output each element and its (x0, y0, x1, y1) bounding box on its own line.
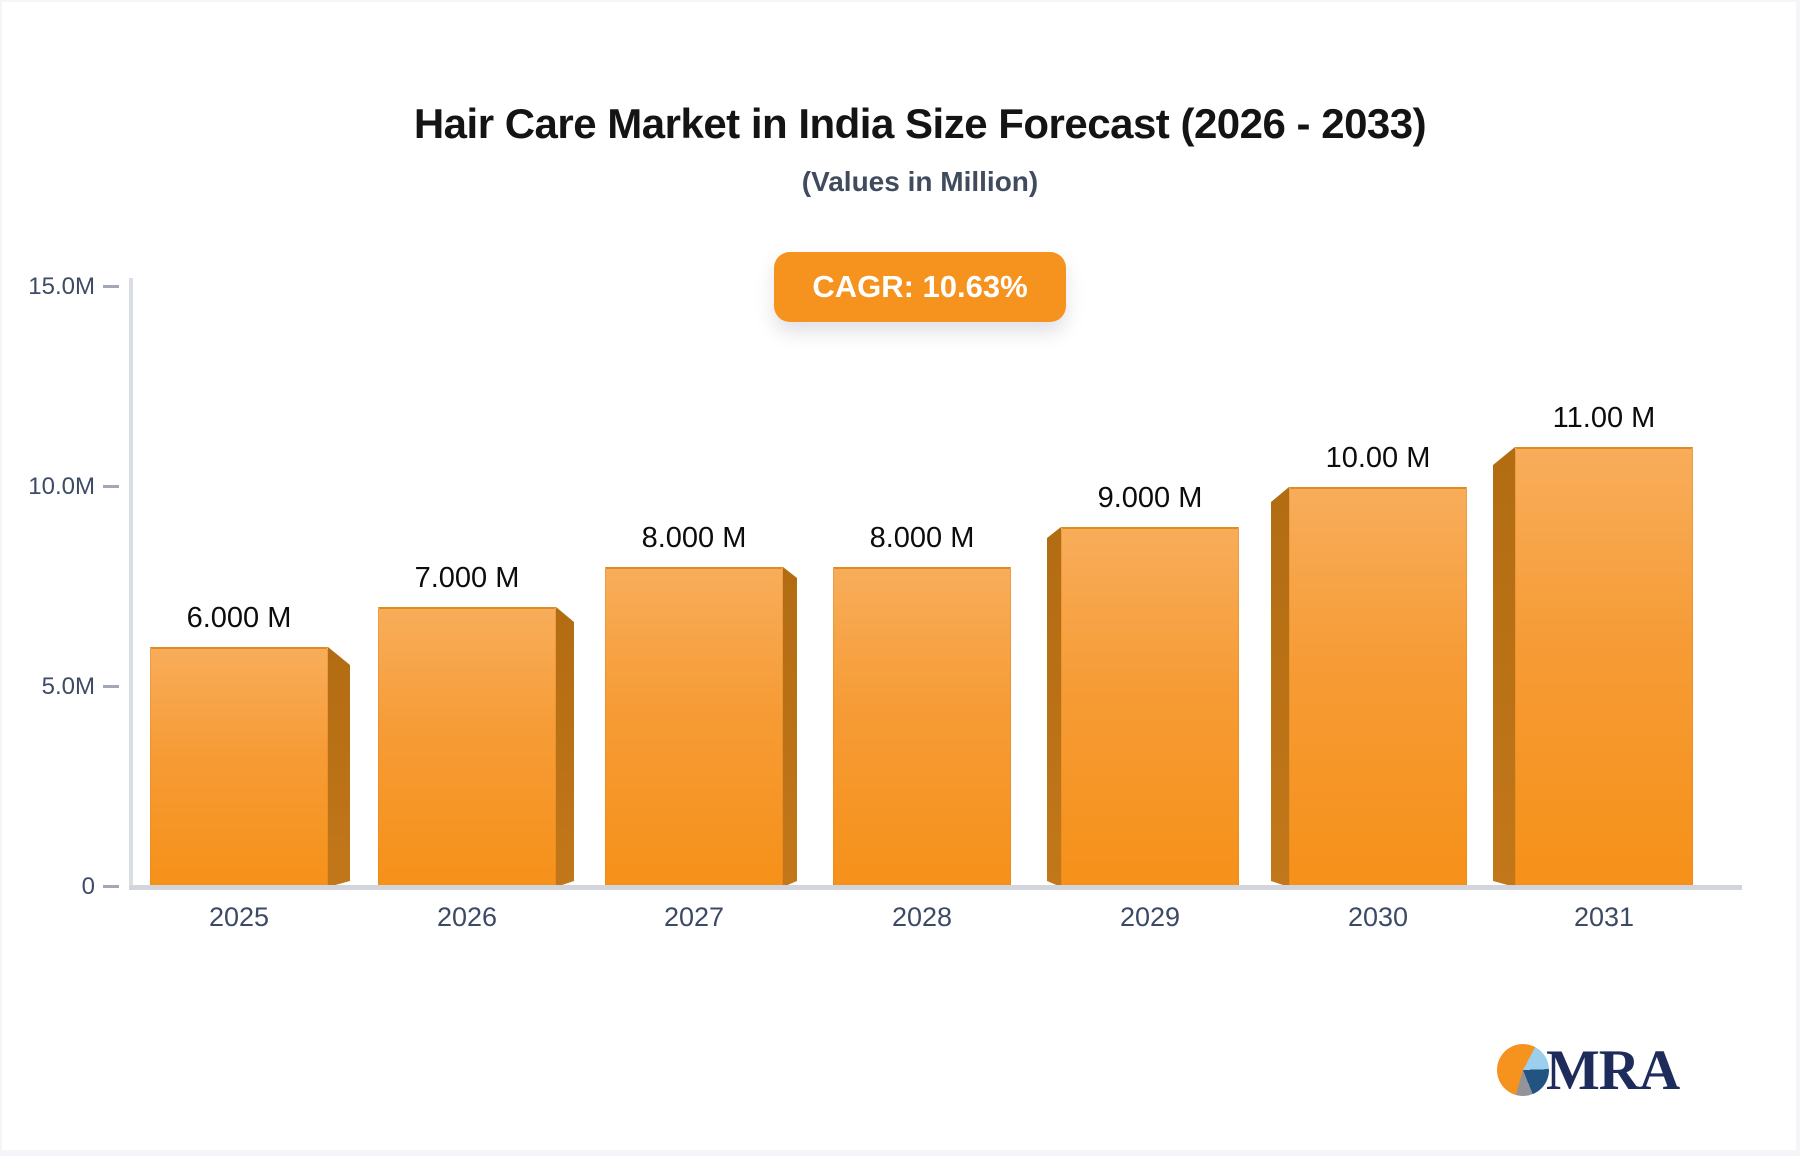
page-subtitle: (Values in Million) (801, 166, 1039, 197)
x-axis-label-2025: 2025 (208, 902, 270, 932)
bar-side-panel (1493, 447, 1515, 887)
bar-value-label: 6.000 M (186, 602, 292, 634)
bar-2025 (150, 647, 328, 887)
bar-value-label: 8.000 M (869, 522, 975, 554)
x-axis-label-2026: 2026 (436, 902, 498, 932)
bar-2029 (1061, 527, 1239, 887)
bar-value-label: 8.000 M (641, 522, 747, 554)
y-tick-mark (103, 885, 119, 888)
x-axis-label-2028: 2028 (891, 902, 953, 932)
bar-side-panel (783, 567, 797, 887)
y-axis-line (129, 278, 133, 890)
bar-2031 (1515, 447, 1693, 887)
pie-chart-logo-icon (1497, 1044, 1549, 1096)
x-axis-label-2029: 2029 (1119, 902, 1181, 932)
bar-2030 (1289, 487, 1467, 887)
y-tick-label: 5.0M (41, 673, 95, 700)
page-title: Hair Care Market in India Size Forecast … (413, 100, 1427, 147)
bar-value-label: 10.00 M (1325, 442, 1431, 474)
x-axis-label-2027: 2027 (663, 902, 725, 932)
cagr-badge-row: CAGR: 10.63% (110, 252, 1730, 322)
y-tick-label: 10.0M (28, 473, 95, 500)
y-tick-label: 0 (81, 873, 95, 900)
bar-value-label: 7.000 M (414, 562, 520, 594)
y-tick-mark (103, 685, 119, 688)
brand-logo: MRA (1497, 1035, 1680, 1105)
x-axis-line (129, 885, 1742, 890)
bar-2026 (378, 607, 556, 887)
y-tick-label: 15.0M (28, 273, 95, 300)
cagr-badge: CAGR: 10.63% (774, 252, 1066, 322)
bar-2028 (833, 567, 1011, 887)
y-tick-mark (103, 285, 119, 288)
bar-side-panel (328, 647, 350, 887)
bar-side-panel (1271, 487, 1289, 887)
bar-side-panel (1047, 527, 1061, 887)
bar-side-panel (556, 607, 574, 887)
x-axis-label-2030: 2030 (1347, 902, 1409, 932)
x-axis-label-2031: 2031 (1573, 902, 1635, 932)
bar-value-label: 11.00 M (1552, 402, 1656, 434)
bar-value-label: 9.000 M (1097, 482, 1203, 514)
brand-text: MRA (1546, 1038, 1680, 1102)
bar-2027 (605, 567, 783, 887)
y-tick-mark (103, 485, 119, 488)
